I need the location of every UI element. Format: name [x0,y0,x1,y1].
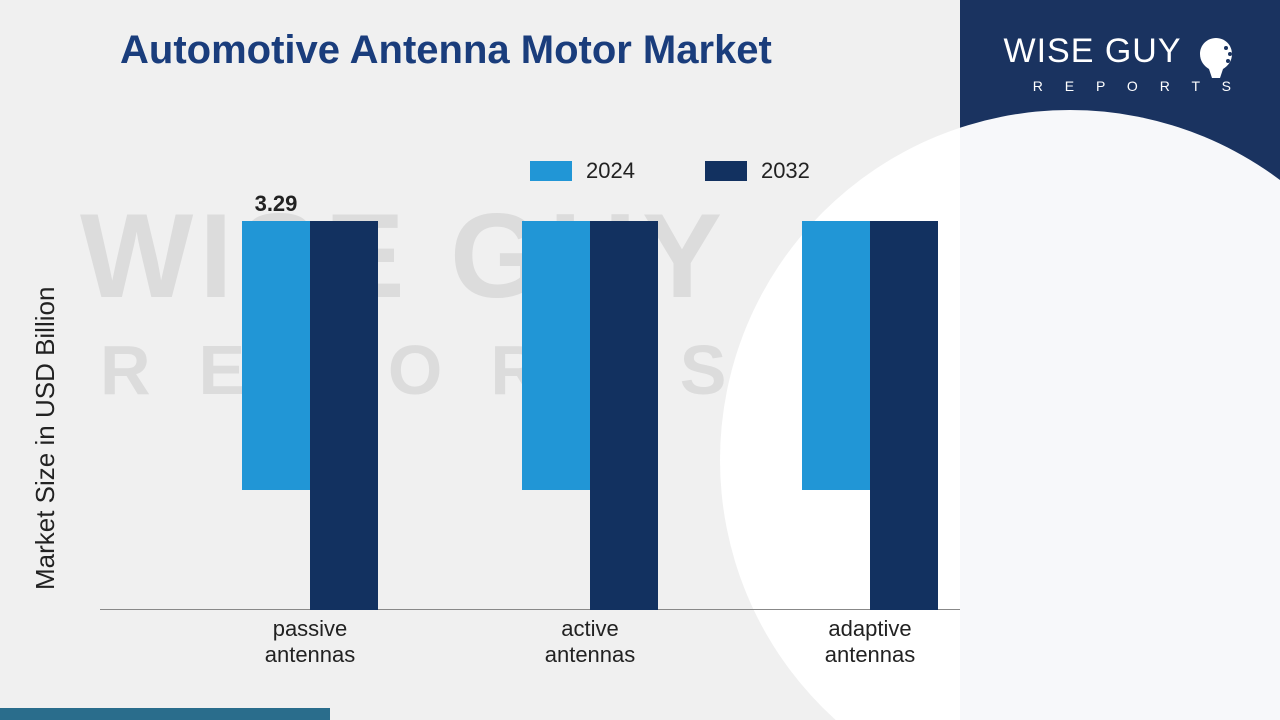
bar: 3.29 [242,221,310,491]
bar-group: 3.29passiveantennas [220,221,400,611]
legend: 2024 2032 [530,158,810,184]
bar [870,221,938,611]
bar [522,221,590,491]
logo-main: WISE GUY [1004,32,1182,70]
legend-swatch-2032 [705,161,747,181]
logo-head-icon [1192,34,1240,82]
value-label: 3.29 [242,191,310,217]
legend-swatch-2024 [530,161,572,181]
logo-sub: R E P O R T S [1004,78,1240,94]
bar [802,221,870,491]
legend-label-2032: 2032 [761,158,810,184]
legend-item-2024: 2024 [530,158,635,184]
bar-group: activeantennas [500,221,680,611]
bar-group: adaptiveantennas [780,221,960,611]
bar [590,221,658,611]
bottom-accent-bar [0,708,330,720]
logo: WISE GUY R E P O R T S [1004,32,1240,94]
plot-area: 3.29passiveantennas activeantennas adaptiv… [100,200,960,610]
bar [310,221,378,611]
legend-item-2032: 2032 [705,158,810,184]
chart-title: Automotive Antenna Motor Market [120,28,772,73]
legend-label-2024: 2024 [586,158,635,184]
canvas: WISE GUY REPORTS Automotive Antenna Moto… [0,0,1280,720]
y-axis-label: Market Size in USD Billion [30,287,61,590]
category-label: adaptiveantennas [690,610,1050,669]
